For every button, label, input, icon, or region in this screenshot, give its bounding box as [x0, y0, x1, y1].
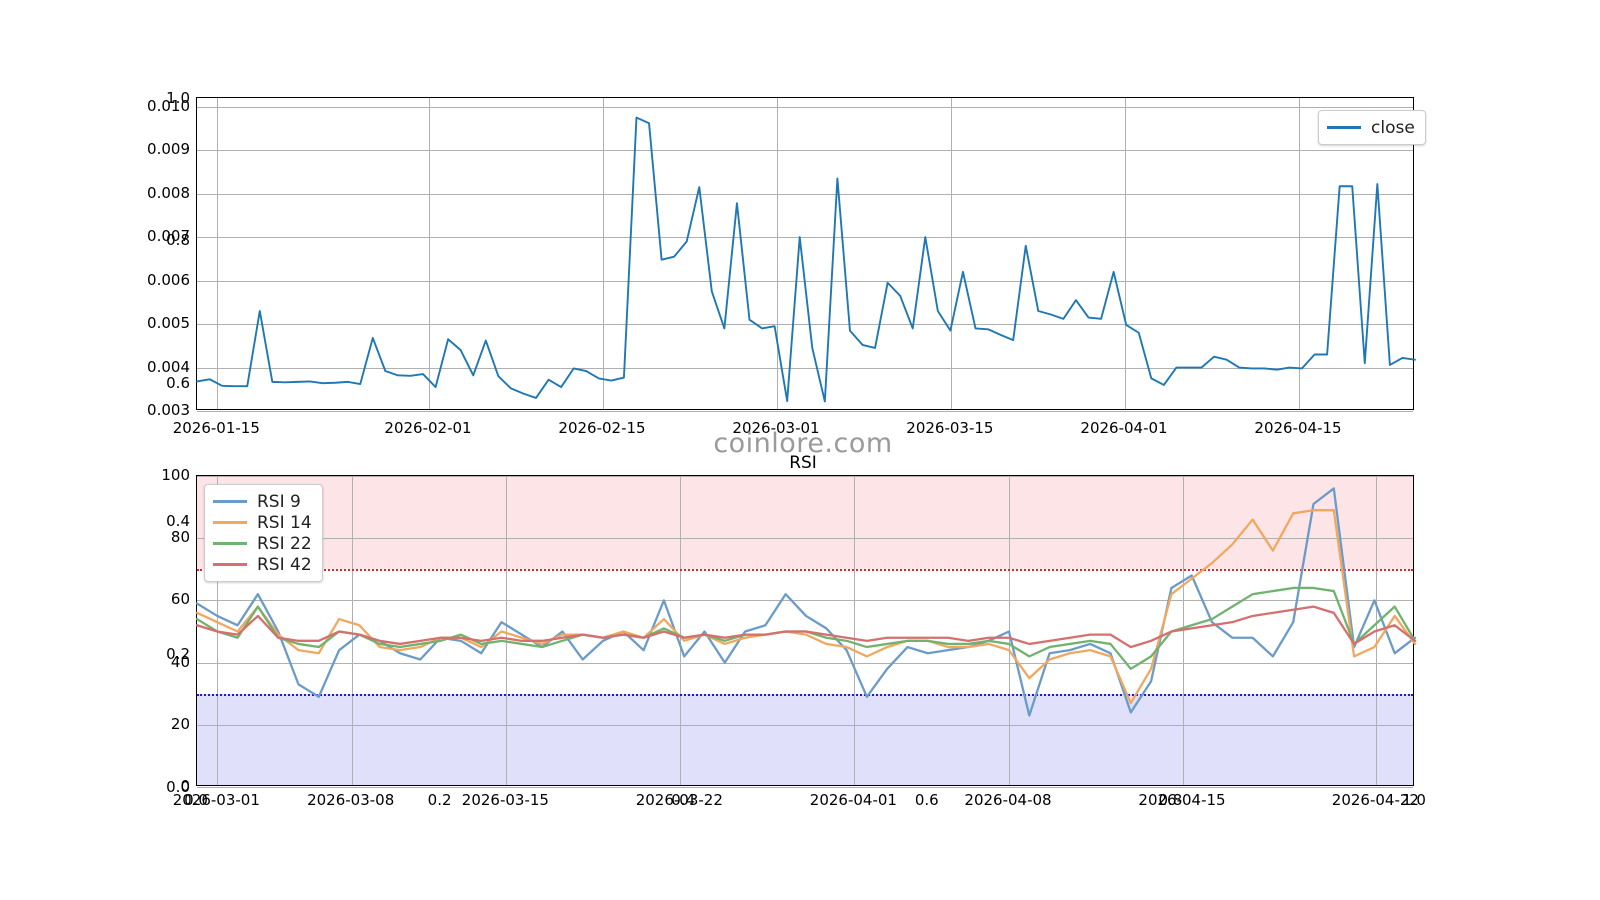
price-y-tick: 0.008: [147, 183, 190, 202]
price-x-tick: 2026-02-01: [384, 419, 472, 437]
price-y-tick: 0.003: [147, 401, 190, 419]
rsi-chart-panel: [195, 475, 1417, 788]
price-x-tick: 2026-03-15: [906, 419, 994, 437]
gridline-horizontal: [197, 538, 1413, 540]
gridline-vertical: [1125, 98, 1126, 409]
price-y-tick: 0.006: [147, 270, 190, 289]
rsi-secondary-y-tick: 0.4: [166, 512, 190, 530]
legend-label: RSI 14: [257, 512, 312, 533]
rsi-secondary-x-tick: 0.0: [184, 791, 208, 809]
rsi-secondary-x-tick: 0.6: [914, 791, 939, 809]
gridline-horizontal: [197, 787, 1413, 788]
gridline-horizontal: [197, 106, 1413, 108]
gridline-vertical: [777, 98, 778, 409]
price-secondary-y-tick: 0.8: [166, 231, 190, 249]
price-y-tick: 0.009: [147, 140, 190, 159]
rsi-x-tick: 2026-04-01: [809, 791, 897, 809]
gridline-horizontal: [197, 237, 1413, 239]
rsi-y-tick: 60: [170, 590, 190, 609]
gridline-horizontal: [197, 662, 1413, 664]
rsi-x-tick: 2026-03-01: [172, 791, 260, 809]
legend-swatch: [213, 563, 247, 566]
price-x-tick: 2026-04-15: [1254, 419, 1342, 437]
price-x-tick: 2026-02-15: [558, 419, 646, 437]
rsi-y-tick: 80: [170, 528, 190, 547]
legend-swatch: [213, 542, 247, 545]
rsi-secondary-x-tick: 0.8: [1158, 791, 1183, 809]
oversold-threshold-line: [197, 693, 1413, 696]
price-chart-panel: [196, 97, 1416, 412]
legend-swatch: [213, 521, 247, 524]
price-x-tick: 2026-03-01: [732, 419, 820, 437]
gridline-vertical: [1299, 98, 1300, 409]
legend-label: RSI 9: [257, 491, 301, 512]
price-secondary-y-tick: 1.0: [166, 89, 190, 107]
rsi-secondary-y-tick: 0.2: [166, 645, 190, 663]
legend-item[interactable]: RSI 9: [213, 491, 312, 512]
rsi-y-tick: 20: [170, 714, 190, 733]
gridline-vertical: [854, 476, 856, 785]
gridline-vertical: [429, 98, 430, 409]
rsi-y-tick: 0: [180, 777, 190, 795]
rsi-line-series: [195, 487, 1417, 717]
rsi-legend[interactable]: RSI 9 RSI 14 RSI 22 RSI 42: [204, 484, 323, 582]
price-y-tick: 0.005: [147, 314, 190, 333]
overbought-threshold-line: [197, 569, 1413, 572]
price-line-series: [196, 116, 1416, 403]
rsi-x-tick: 2026-03-22: [635, 791, 723, 809]
gridline-horizontal: [197, 724, 1413, 726]
oversold-band: [197, 693, 1413, 785]
rsi-x-tick: 2026-04-22: [1331, 791, 1419, 809]
price-legend[interactable]: close: [1318, 110, 1426, 145]
legend-label: RSI 42: [257, 554, 312, 575]
gridline-vertical: [506, 476, 508, 785]
gridline-horizontal: [197, 411, 1413, 412]
price-x-tick: 2026-01-15: [172, 419, 260, 437]
legend-item[interactable]: close: [1327, 117, 1415, 138]
gridline-horizontal: [197, 367, 1413, 369]
gridline-horizontal: [197, 476, 1413, 477]
legend-item[interactable]: RSI 22: [213, 533, 312, 554]
legend-label: RSI 22: [257, 533, 312, 554]
watermark: coinlore.com: [713, 428, 893, 459]
legend-swatch: [213, 500, 247, 503]
gridline-vertical: [217, 98, 219, 409]
rsi-secondary-x-tick: 1.0: [1402, 791, 1426, 809]
gridline-horizontal: [197, 193, 1413, 195]
gridline-vertical: [680, 476, 682, 785]
rsi-y-tick: 40: [170, 652, 190, 671]
gridline-vertical: [603, 98, 604, 409]
gridline-horizontal: [197, 150, 1413, 152]
legend-item[interactable]: RSI 14: [213, 512, 312, 533]
rsi-x-tick: 2026-04-15: [1138, 791, 1226, 809]
gridline-vertical: [950, 98, 952, 409]
price-y-tick: 0.004: [147, 357, 190, 376]
rsi-y-tick: 100: [161, 466, 190, 484]
gridline-horizontal: [197, 600, 1413, 602]
rsi-secondary-y-tick: 0.0: [166, 778, 190, 796]
gridline-vertical: [351, 476, 353, 785]
price-secondary-y-tick: 0.6: [166, 374, 190, 392]
price-y-tick: 0.007: [147, 227, 190, 246]
price-x-tick: 2026-04-01: [1080, 419, 1168, 437]
rsi-x-tick: 2026-03-08: [307, 791, 395, 809]
price-y-tick: 0.010: [147, 96, 190, 115]
rsi-x-tick: 2026-03-15: [461, 791, 549, 809]
rsi-secondary-x-tick: 0.2: [427, 791, 452, 809]
rsi-panel-title: RSI: [789, 453, 817, 473]
legend-swatch: [1327, 126, 1361, 129]
rsi-secondary-x-tick: 0.4: [671, 791, 696, 809]
gridline-horizontal: [197, 324, 1413, 326]
overbought-band: [197, 476, 1413, 570]
legend-label: close: [1371, 117, 1415, 138]
legend-item[interactable]: RSI 42: [213, 554, 312, 575]
rsi-x-tick: 2026-04-08: [964, 791, 1052, 809]
